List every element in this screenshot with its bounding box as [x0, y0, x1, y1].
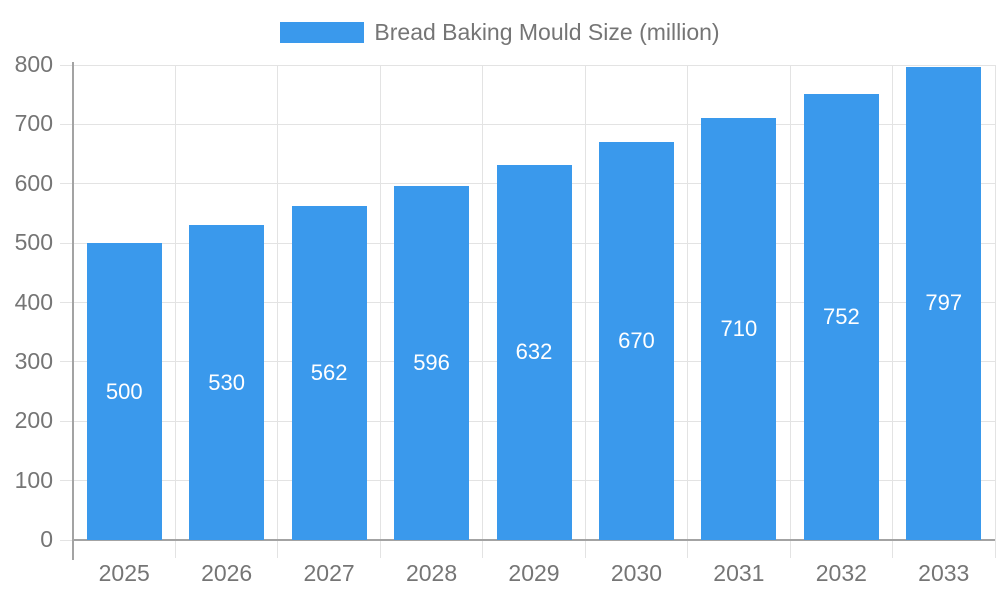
v-gridline	[994, 65, 996, 540]
bar-value-label: 670	[618, 328, 655, 354]
bar-2027[interactable]	[291, 206, 367, 540]
v-gridline	[892, 65, 894, 540]
y-axis-tick-label: 700	[14, 110, 53, 137]
y-axis-line	[72, 62, 74, 560]
x-axis-tick	[892, 540, 894, 558]
bar-value-label: 752	[822, 303, 860, 329]
h-gridline	[60, 64, 995, 66]
bar-value-label: 500	[105, 378, 143, 404]
v-gridline	[482, 65, 484, 540]
x-axis-label: 2029	[508, 560, 560, 586]
x-axis-label: 2028	[405, 560, 458, 586]
y-axis-tick-label: 600	[14, 169, 53, 196]
bar-value-label: 632	[515, 339, 553, 365]
chart-legend: Bread Baking Mould Size (million)	[0, 19, 1000, 46]
bar-value-label: 530	[208, 369, 246, 395]
v-gridline	[687, 65, 689, 540]
v-gridline	[584, 65, 586, 540]
bar-2031[interactable]	[701, 118, 777, 540]
bar-value-label: 596	[413, 350, 450, 376]
x-axis-line	[73, 539, 995, 541]
bar-value-label: 710	[720, 316, 758, 342]
x-axis-label: 2031	[713, 560, 765, 586]
v-gridline	[789, 65, 791, 540]
bar-2025[interactable]	[86, 243, 162, 540]
legend-label: Bread Baking Mould Size (million)	[374, 19, 720, 45]
x-axis-tick	[687, 540, 689, 558]
x-axis-label: 2027	[303, 560, 355, 586]
y-axis-tick-label: 200	[14, 407, 53, 434]
x-axis-tick	[482, 540, 484, 558]
x-axis-label: 2032	[815, 560, 867, 586]
v-gridline	[379, 65, 381, 540]
bar-2026[interactable]	[189, 225, 265, 540]
bar-value-label: 562	[310, 360, 348, 386]
bar-value-label: 797	[925, 290, 963, 316]
x-axis-label: 2030	[610, 560, 663, 586]
v-gridline	[277, 65, 279, 540]
y-axis-tick-label: 800	[14, 50, 53, 77]
y-axis-tick-label: 100	[14, 466, 53, 493]
y-axis-tick-label: 500	[14, 229, 53, 256]
y-axis-tick-label: 400	[14, 288, 53, 315]
bar-2029[interactable]	[496, 164, 572, 540]
bar-2028[interactable]	[394, 186, 470, 540]
x-axis-label: 2033	[918, 560, 970, 586]
x-axis-label: 2025	[98, 560, 150, 586]
x-axis-label: 2026	[201, 560, 253, 586]
x-axis-tick	[379, 540, 381, 558]
x-axis-tick	[789, 540, 791, 558]
bar-2032[interactable]	[803, 93, 879, 540]
bar-2033[interactable]	[906, 66, 982, 540]
x-axis-tick	[994, 540, 996, 558]
legend-swatch	[280, 22, 365, 43]
bar-2030[interactable]	[598, 142, 674, 540]
y-axis-tick-label: 0	[40, 525, 53, 552]
v-gridline	[174, 65, 176, 540]
x-axis-tick	[277, 540, 279, 558]
h-gridline	[60, 123, 995, 125]
x-axis-tick	[584, 540, 586, 558]
x-axis-tick	[174, 540, 176, 558]
y-axis-tick-label: 300	[14, 347, 53, 374]
